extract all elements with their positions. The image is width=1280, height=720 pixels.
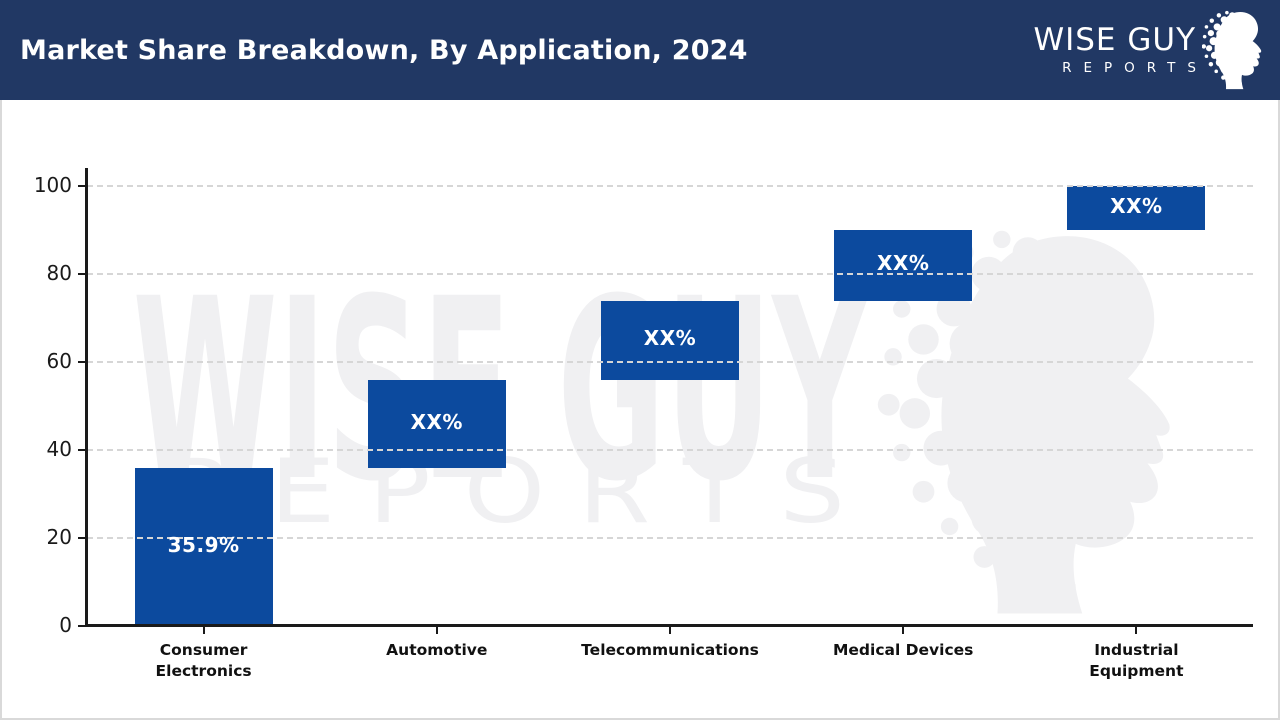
y-tick-label: 80 <box>46 260 72 285</box>
bar-label: XX% <box>410 409 463 434</box>
page-title: Market Share Breakdown, By Application, … <box>20 34 748 66</box>
gridline <box>87 448 1253 451</box>
y-tick-label: 40 <box>46 436 72 461</box>
bar-label: XX% <box>643 326 697 351</box>
gridline <box>87 536 1253 539</box>
bar <box>367 379 506 468</box>
y-tick-label: 20 <box>46 524 72 549</box>
gridline <box>87 360 1253 363</box>
x-tick-mark <box>1135 627 1138 634</box>
y-tick-label: 100 <box>33 172 72 197</box>
y-axis-line <box>85 168 88 627</box>
gridline <box>87 184 1253 187</box>
y-tick-mark <box>78 448 85 451</box>
bar-label: XX% <box>1110 193 1163 218</box>
x-tick-mark <box>202 627 205 634</box>
logo: WISE GUY REPORTS <box>1033 0 1266 100</box>
x-tick-label: Industrial Equipment <box>1089 641 1184 680</box>
head-profile-dots-icon <box>1202 10 1262 90</box>
y-tick-label: 60 <box>46 348 72 373</box>
x-axis-line <box>85 624 1253 627</box>
y-tick-mark <box>78 184 85 187</box>
bar-label: XX% <box>876 251 930 276</box>
logo-wordmark: WISE GUY REPORTS <box>1033 24 1196 76</box>
x-tick-label: Automotive <box>386 641 488 659</box>
bar <box>134 467 273 626</box>
y-tick-mark <box>78 625 85 627</box>
gridline <box>87 272 1253 275</box>
bar-label: 35.9% <box>167 532 240 557</box>
x-tick-mark <box>902 627 905 634</box>
x-tick-mark <box>669 627 671 634</box>
y-tick-mark <box>78 272 85 275</box>
x-tick-mark <box>435 627 438 634</box>
x-tick-label: Medical Devices <box>832 641 974 659</box>
x-tick-label: Telecommunications <box>581 641 759 659</box>
logo-line1: WISE GUY <box>1033 22 1196 59</box>
y-tick-mark <box>78 536 85 539</box>
x-tick-label: Consumer Electronics <box>155 641 252 680</box>
bar <box>601 300 739 380</box>
header: Market Share Breakdown, By Application, … <box>0 0 1280 100</box>
logo-reports: REPORTS <box>1062 59 1208 76</box>
y-tick-label: 0 <box>59 613 72 637</box>
y-tick-mark <box>78 360 85 363</box>
bar <box>1067 185 1206 231</box>
